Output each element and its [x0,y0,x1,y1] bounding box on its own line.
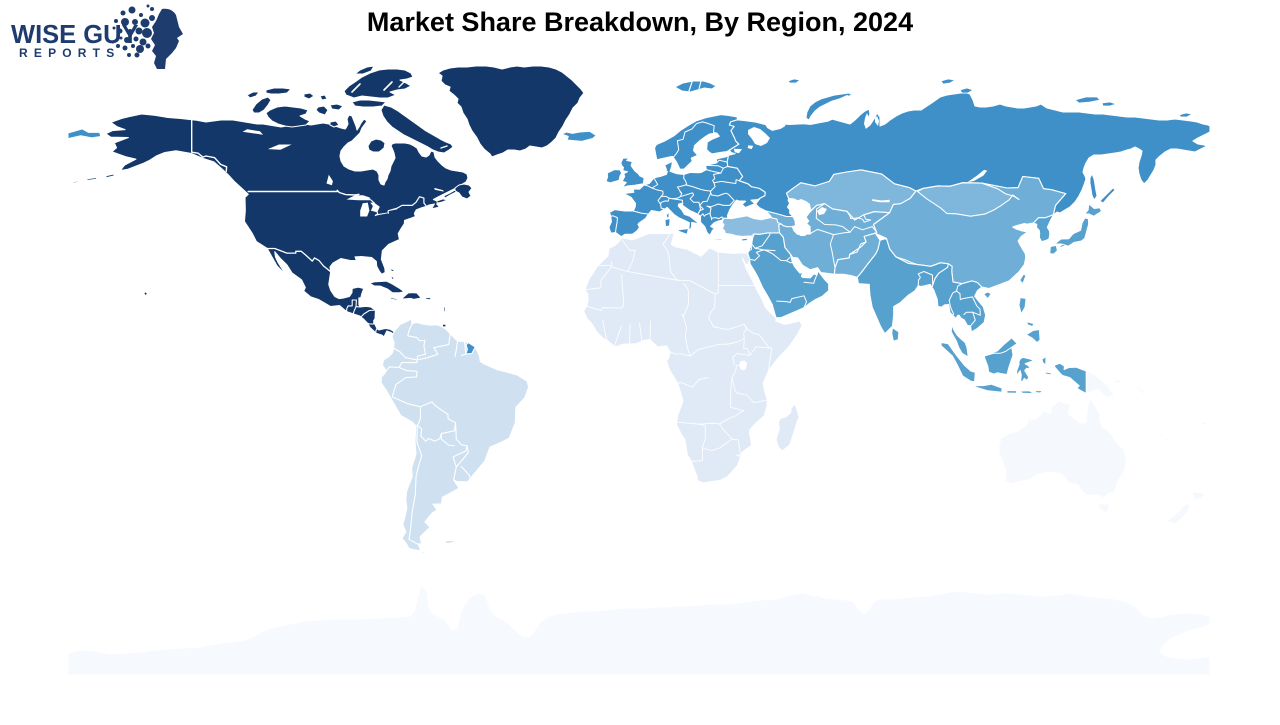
svg-text:REPORTS: REPORTS [19,46,120,60]
